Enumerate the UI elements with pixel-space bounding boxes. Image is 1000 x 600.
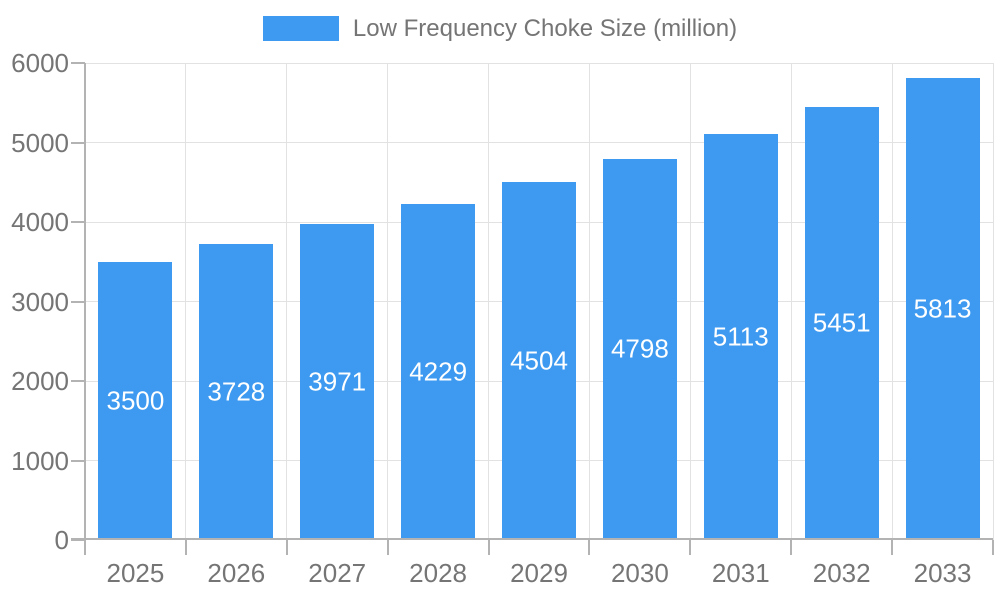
bar-2027: 3971	[300, 224, 375, 540]
bar-value-label: 3728	[207, 376, 266, 407]
y-axis-tick-label: 5000	[11, 127, 69, 158]
x-axis-category-label: 2026	[207, 558, 266, 588]
x-axis-tick-mark	[891, 540, 894, 555]
x-gridline	[689, 63, 691, 540]
bar-value-label: 5451	[812, 307, 871, 338]
y-gridline	[85, 142, 993, 143]
x-axis-category-label: 2029	[510, 558, 568, 588]
y-gridline	[85, 62, 993, 64]
x-axis-tick-mark	[184, 540, 187, 555]
y-axis-tick-label: 0	[54, 525, 69, 555]
x-axis-tick-mark	[386, 540, 389, 555]
y-axis-tick-label: 6000	[11, 48, 69, 78]
y-axis-tick-mark	[71, 141, 85, 144]
bar-value-label: 3500	[106, 385, 165, 416]
x-gridline	[387, 63, 389, 540]
y-axis-tick-mark	[71, 221, 85, 223]
x-axis-tick-mark	[790, 540, 793, 555]
bar-value-label: 5813	[913, 293, 972, 324]
x-gridline	[286, 63, 288, 540]
bar-2033: 5813	[905, 77, 980, 540]
x-axis-tick-mark	[285, 540, 288, 555]
x-axis-category-label: 2028	[409, 558, 468, 588]
x-gridline	[790, 63, 792, 540]
y-axis-tick-mark	[71, 300, 85, 303]
x-axis-tick-mark	[689, 540, 692, 555]
y-axis-tick-mark	[71, 539, 85, 541]
x-axis-category-label: 2033	[913, 558, 972, 588]
y-axis-tick-mark	[71, 459, 85, 462]
bar-2030: 4798	[602, 158, 677, 540]
chart-header: Low Frequency Choke Size (million)	[0, 16, 1000, 41]
bar-value-label: 3971	[308, 366, 367, 397]
bar-2025: 3500	[98, 261, 173, 540]
x-axis-tick-mark	[487, 540, 490, 555]
x-axis-category-label: 2025	[106, 558, 165, 588]
legend-item[interactable]: Low Frequency Choke Size (million)	[262, 15, 738, 42]
y-axis-tick-mark	[71, 62, 85, 64]
bar-2031: 5113	[703, 133, 778, 540]
bar-2032: 5451	[804, 106, 879, 540]
x-axis-tick-mark	[992, 540, 994, 555]
y-axis-tick-mark	[71, 380, 85, 382]
x-gridline	[588, 63, 590, 540]
bar-2026: 3728	[199, 243, 274, 540]
y-axis-line	[84, 63, 86, 540]
legend-swatch-icon	[262, 16, 339, 41]
y-axis-tick-label: 3000	[11, 286, 69, 317]
x-gridline	[891, 63, 893, 540]
bar-value-label: 4798	[610, 333, 669, 364]
x-axis-category-label: 2031	[711, 558, 770, 588]
x-axis-category-label: 2032	[812, 558, 871, 588]
x-axis-category-label: 2030	[610, 558, 669, 588]
x-gridline	[185, 63, 187, 540]
x-axis-category-label: 2027	[308, 558, 367, 588]
y-axis-tick-label: 4000	[11, 207, 69, 237]
x-axis-tick-mark	[84, 540, 86, 555]
x-gridline	[992, 63, 994, 540]
x-axis-baseline	[71, 538, 993, 540]
bar-value-label: 5113	[712, 321, 769, 352]
bar-value-label: 4504	[510, 345, 568, 376]
y-axis-tick-label: 1000	[11, 445, 69, 476]
bar-2029: 4504	[502, 181, 576, 540]
plot-area: 3500 3728 3971 4229 4504 4798 5113 5451 5813	[85, 62, 994, 540]
y-axis-tick-label: 2000	[11, 366, 69, 396]
bar-value-label: 4229	[409, 356, 468, 387]
bar-2028: 4229	[401, 203, 476, 540]
x-gridline	[488, 63, 490, 540]
legend-label: Low Frequency Choke Size (million)	[352, 15, 738, 42]
x-axis-tick-mark	[588, 540, 591, 555]
